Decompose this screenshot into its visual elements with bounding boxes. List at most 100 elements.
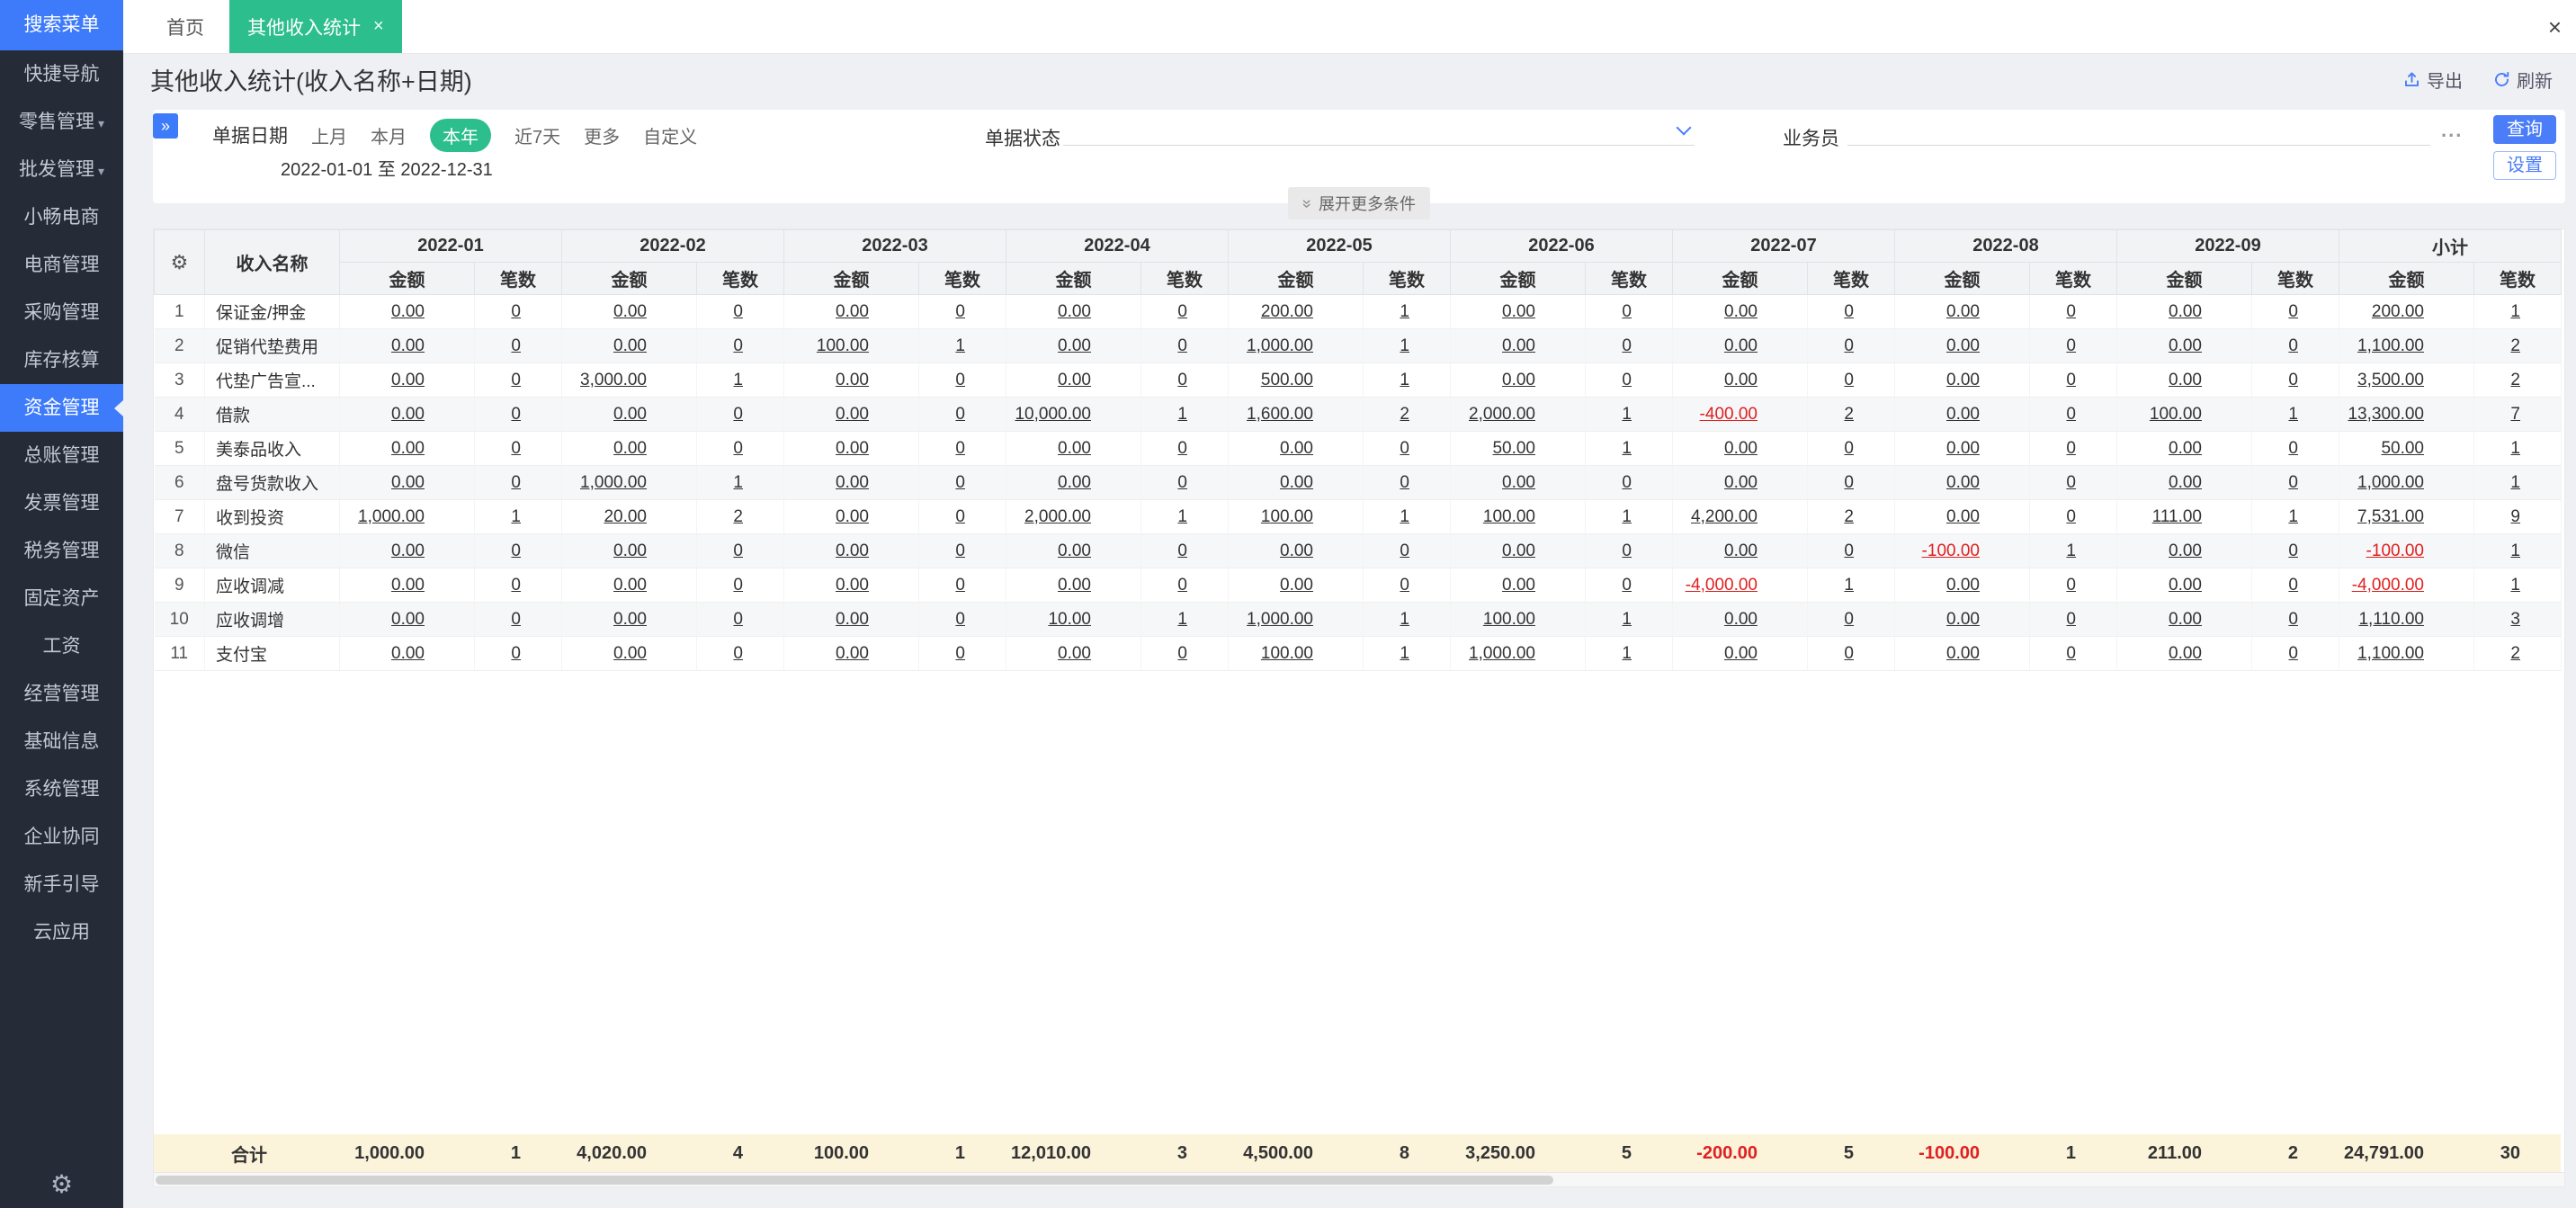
amount-link[interactable]: 100.00 xyxy=(816,336,869,355)
count-link[interactable]: 2 xyxy=(1844,506,1854,526)
count-link[interactable]: 1 xyxy=(1400,370,1409,389)
count-link[interactable]: 0 xyxy=(1844,438,1854,458)
count-link[interactable]: 0 xyxy=(733,438,743,458)
count-link[interactable]: 1 xyxy=(2510,575,2520,595)
count-link[interactable]: 0 xyxy=(1844,301,1854,321)
amount-link[interactable]: 0.00 xyxy=(1724,472,1758,492)
amount-link[interactable]: 0.00 xyxy=(1946,370,1980,389)
amount-link[interactable]: 100.00 xyxy=(1482,609,1535,629)
amount-link[interactable]: 1,000.00 xyxy=(580,472,647,492)
count-link[interactable]: 0 xyxy=(511,370,521,389)
count-link[interactable]: 0 xyxy=(955,609,965,629)
amount-link[interactable]: 200.00 xyxy=(2371,301,2424,321)
amount-link[interactable]: 0.00 xyxy=(1058,370,1091,389)
count-link[interactable]: 1 xyxy=(2510,472,2520,492)
count-link[interactable]: 0 xyxy=(2066,472,2076,492)
amount-link[interactable]: 0.00 xyxy=(1502,541,1535,560)
count-link[interactable]: 0 xyxy=(1177,575,1187,595)
amount-link[interactable]: 13,300.00 xyxy=(2348,404,2424,424)
amount-link[interactable]: 0.00 xyxy=(1724,370,1758,389)
amount-link[interactable]: 0.00 xyxy=(1502,301,1535,321)
count-link[interactable]: 1 xyxy=(2510,541,2520,560)
amount-link[interactable]: 0.00 xyxy=(836,370,869,389)
amount-link[interactable]: 0.00 xyxy=(836,404,869,424)
count-link[interactable]: 0 xyxy=(1177,541,1187,560)
amount-link[interactable]: 0.00 xyxy=(836,301,869,321)
amount-link[interactable]: 0.00 xyxy=(391,575,425,595)
amount-link[interactable]: 0.00 xyxy=(391,370,425,389)
quick-date-option[interactable]: 本年 xyxy=(430,118,491,152)
count-link[interactable]: 0 xyxy=(1177,370,1187,389)
count-link[interactable]: 2 xyxy=(2510,370,2520,389)
amount-link[interactable]: 1,100.00 xyxy=(2357,643,2424,663)
expand-filter-sidebar-button[interactable]: » xyxy=(153,113,178,139)
amount-link[interactable]: 0.00 xyxy=(2169,541,2202,560)
amount-link[interactable]: 100.00 xyxy=(1482,506,1535,526)
amount-link[interactable]: 0.00 xyxy=(2169,336,2202,355)
count-link[interactable]: 0 xyxy=(733,575,743,595)
amount-link[interactable]: 500.00 xyxy=(1260,370,1313,389)
sidebar-item[interactable]: 快捷导航 xyxy=(0,50,123,98)
expand-more-conditions-button[interactable]: » 展开更多条件 xyxy=(1287,187,1431,219)
amount-link[interactable]: 2,000.00 xyxy=(1469,404,1535,424)
amount-link[interactable]: 0.00 xyxy=(1502,575,1535,595)
amount-link[interactable]: 0.00 xyxy=(1058,643,1091,663)
amount-link[interactable]: 20.00 xyxy=(604,506,647,526)
sidebar-item[interactable]: 固定资产 xyxy=(0,575,123,622)
count-link[interactable]: 2 xyxy=(1844,404,1854,424)
amount-link[interactable]: 0.00 xyxy=(1724,438,1758,458)
count-link[interactable]: 0 xyxy=(2288,438,2298,458)
amount-link[interactable]: 3,500.00 xyxy=(2357,370,2424,389)
amount-link[interactable]: 200.00 xyxy=(1260,301,1313,321)
amount-link[interactable]: 100.00 xyxy=(1260,643,1313,663)
count-link[interactable]: 0 xyxy=(733,643,743,663)
count-link[interactable]: 0 xyxy=(1622,301,1632,321)
amount-link[interactable]: -100.00 xyxy=(1921,541,1980,560)
count-link[interactable]: 0 xyxy=(1177,472,1187,492)
sidebar-item[interactable]: 工资 xyxy=(0,622,123,670)
count-link[interactable]: 1 xyxy=(1400,301,1409,321)
amount-link[interactable]: 100.00 xyxy=(1260,506,1313,526)
amount-link[interactable]: -4,000.00 xyxy=(1685,575,1758,595)
count-link[interactable]: 0 xyxy=(955,404,965,424)
date-range-value[interactable]: 2022-01-01 至 2022-12-31 xyxy=(281,160,493,180)
amount-link[interactable]: 0.00 xyxy=(836,643,869,663)
amount-link[interactable]: 1,000.00 xyxy=(358,506,425,526)
count-link[interactable]: 9 xyxy=(2510,506,2520,526)
amount-link[interactable]: 0.00 xyxy=(1724,609,1758,629)
amount-link[interactable]: 0.00 xyxy=(836,575,869,595)
sidebar-item[interactable]: 零售管理 ▾ xyxy=(0,98,123,146)
count-link[interactable]: 1 xyxy=(733,370,743,389)
refresh-button[interactable]: 刷新 xyxy=(2493,67,2553,93)
sidebar-item[interactable]: 系统管理 xyxy=(0,765,123,813)
count-link[interactable]: 0 xyxy=(511,643,521,663)
amount-link[interactable]: 0.00 xyxy=(836,438,869,458)
count-link[interactable]: 0 xyxy=(955,506,965,526)
amount-link[interactable]: 0.00 xyxy=(613,643,647,663)
amount-link[interactable]: 0.00 xyxy=(836,472,869,492)
amount-link[interactable]: 1,100.00 xyxy=(2357,336,2424,355)
amount-link[interactable]: 0.00 xyxy=(1724,301,1758,321)
count-link[interactable]: 0 xyxy=(511,609,521,629)
sidebar-item[interactable]: 税务管理 xyxy=(0,527,123,575)
count-link[interactable]: 0 xyxy=(1400,541,1409,560)
amount-link[interactable]: 0.00 xyxy=(391,643,425,663)
amount-link[interactable]: 7,531.00 xyxy=(2357,506,2424,526)
amount-link[interactable]: 3,000.00 xyxy=(580,370,647,389)
count-link[interactable]: 0 xyxy=(1622,541,1632,560)
count-link[interactable]: 1 xyxy=(1622,438,1632,458)
count-link[interactable]: 1 xyxy=(1622,506,1632,526)
amount-link[interactable]: 0.00 xyxy=(391,301,425,321)
count-link[interactable]: 0 xyxy=(511,404,521,424)
sidebar-item[interactable]: 企业协同 xyxy=(0,813,123,861)
amount-link[interactable]: 0.00 xyxy=(2169,575,2202,595)
count-link[interactable]: 0 xyxy=(733,541,743,560)
count-link[interactable]: 0 xyxy=(1844,643,1854,663)
scrollbar-thumb[interactable] xyxy=(156,1176,1554,1185)
count-link[interactable]: 0 xyxy=(2288,575,2298,595)
quick-date-option[interactable]: 自定义 xyxy=(643,127,698,148)
count-link[interactable]: 0 xyxy=(511,336,521,355)
count-link[interactable]: 1 xyxy=(1622,609,1632,629)
tab-close-icon[interactable]: × xyxy=(373,16,384,36)
count-link[interactable]: 1 xyxy=(1177,404,1187,424)
